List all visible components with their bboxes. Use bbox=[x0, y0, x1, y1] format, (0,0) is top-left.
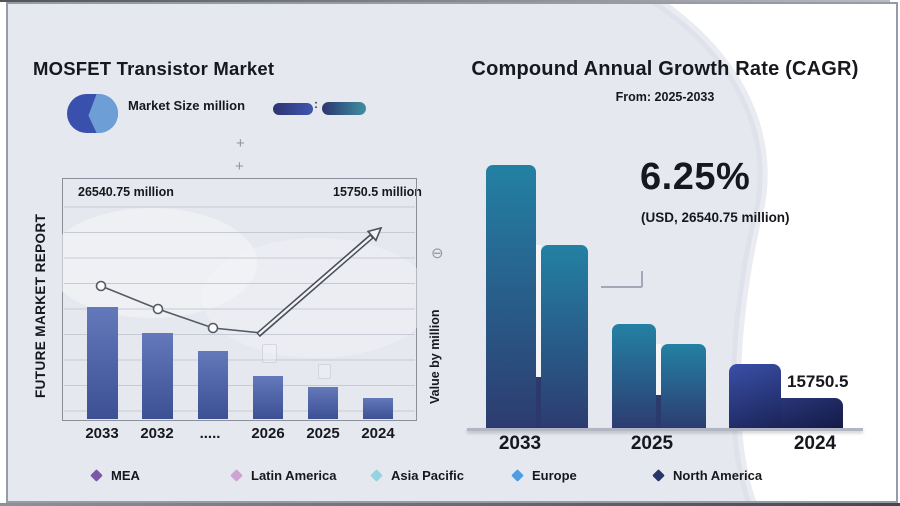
x-label-ellipsis: ..... bbox=[199, 425, 221, 442]
circle-minus-icon: ⊖ bbox=[431, 245, 444, 262]
cylinder-icon-cap bbox=[88, 94, 118, 133]
bar-ellipsis bbox=[198, 351, 228, 419]
cagr-title: Compound Annual Growth Rate (CAGR) bbox=[471, 58, 859, 80]
x-label-2025: 2025 bbox=[306, 425, 340, 442]
ratio-pill-right bbox=[322, 102, 366, 115]
legend-diamond-icon bbox=[652, 468, 665, 482]
ratio-pill-left bbox=[273, 103, 313, 115]
bar-2025 bbox=[308, 387, 338, 419]
legend-label: Asia Pacific bbox=[391, 467, 464, 483]
right-x-label-2024: 2024 bbox=[793, 433, 837, 454]
cagr-subtitle: From: 2025-2033 bbox=[615, 90, 715, 104]
bar-merge bbox=[536, 377, 541, 430]
bar-2033-secondary bbox=[541, 245, 588, 430]
decor-bracket bbox=[601, 286, 642, 288]
cagr-percentage: 6.25% bbox=[640, 156, 751, 198]
bar-divider bbox=[536, 245, 541, 377]
ratio-colon: : bbox=[314, 97, 318, 111]
plus-icon: + bbox=[236, 135, 245, 152]
left-chart-plot-area bbox=[61, 178, 417, 421]
bar-group-2024 bbox=[729, 364, 843, 430]
cylinder-icon bbox=[67, 94, 118, 133]
left-chart-trend-line bbox=[95, 226, 382, 337]
legend-label: Latin America bbox=[251, 467, 337, 483]
bar-2033 bbox=[87, 307, 118, 419]
bar-group-2025 bbox=[612, 324, 706, 430]
left-chart-end-value: 15750.5 million bbox=[333, 185, 422, 199]
x-label-2032: 2032 bbox=[140, 425, 174, 442]
plus-icon: + bbox=[235, 158, 244, 175]
legend-diamond-icon bbox=[511, 468, 524, 482]
left-chart-start-value: 26540.75 million bbox=[78, 185, 174, 199]
bar-2025-primary bbox=[612, 324, 656, 430]
bar-merge bbox=[656, 395, 661, 430]
legend-diamond-icon bbox=[90, 468, 103, 482]
bar-2024 bbox=[363, 398, 393, 419]
bar-2032 bbox=[142, 333, 173, 419]
right-x-label-2025: 2025 bbox=[630, 433, 674, 454]
x-label-2033: 2033 bbox=[85, 425, 119, 442]
bar-divider bbox=[656, 344, 661, 395]
value-label-15750: 15750.5 bbox=[787, 372, 849, 391]
watermark-doc-icon bbox=[318, 364, 331, 379]
legend-item-mea: MEA bbox=[90, 467, 140, 483]
x-label-2024: 2024 bbox=[361, 425, 395, 442]
legend-label: Europe bbox=[532, 467, 577, 483]
bar-2033-primary bbox=[486, 165, 536, 430]
left-chart-gridlines bbox=[61, 206, 417, 411]
bar-2024-primary bbox=[729, 364, 781, 430]
legend-diamond-icon bbox=[370, 468, 383, 482]
legend-item-latin-america: Latin America bbox=[230, 467, 337, 483]
side-watermark-label: FUTURE MARKET REPORT bbox=[33, 213, 48, 399]
bar-2024-secondary bbox=[781, 398, 843, 430]
legend-item-europe: Europe bbox=[511, 467, 577, 483]
decor-bracket bbox=[641, 271, 643, 287]
cagr-usd-caption: (USD, 26540.75 million) bbox=[641, 210, 790, 225]
bottom-edge-line bbox=[0, 503, 900, 506]
bar-group-2033 bbox=[486, 165, 588, 430]
legend-item-asia-pacific: Asia Pacific bbox=[370, 467, 464, 483]
page-title: MOSFET Transistor Market bbox=[33, 58, 275, 79]
bar-2025-secondary bbox=[661, 344, 706, 430]
top-edge-line bbox=[0, 0, 890, 2]
legend-item-north-america: North America bbox=[652, 467, 763, 483]
watermark-doc-icon bbox=[262, 344, 277, 363]
right-x-label-2033: 2033 bbox=[498, 433, 542, 454]
legend-label: MEA bbox=[111, 467, 140, 483]
bar-2026 bbox=[253, 376, 283, 419]
x-label-2026: 2026 bbox=[251, 425, 285, 442]
legend-diamond-icon bbox=[230, 468, 243, 482]
market-size-label: Market Size million bbox=[128, 98, 246, 113]
legend-label: North America bbox=[673, 467, 763, 483]
right-chart-axis bbox=[467, 428, 863, 431]
value-axis-label: Value by million bbox=[428, 309, 442, 404]
